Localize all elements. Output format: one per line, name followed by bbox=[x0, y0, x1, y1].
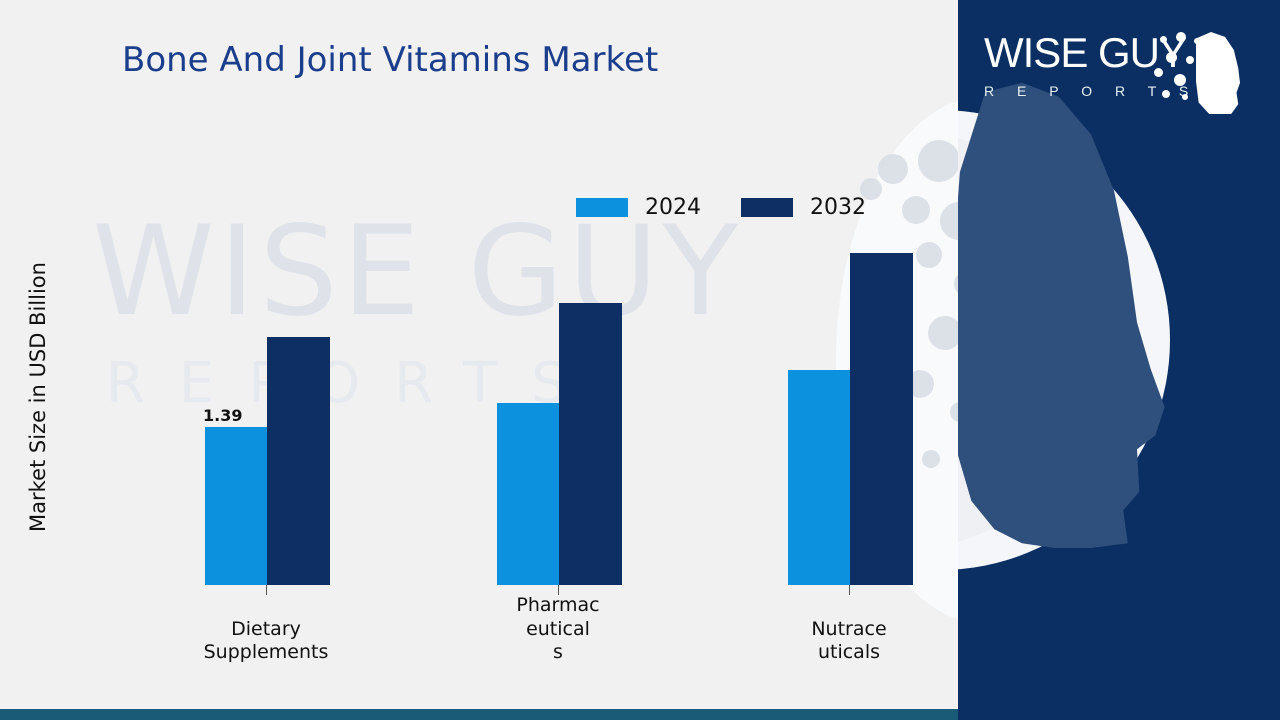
brand-panel bbox=[958, 0, 1280, 720]
wiseguy-logo: WISE GUY R E P O R T S bbox=[984, 29, 1240, 114]
bar-2032-dietary-supplements[interactable] bbox=[267, 337, 330, 585]
x-category-label-1-line-2: Supplements bbox=[203, 641, 329, 664]
x-tick-2 bbox=[558, 585, 559, 595]
bar-2032-pharmaceuticals[interactable] bbox=[559, 303, 622, 585]
legend-swatch-2024 bbox=[576, 198, 628, 217]
x-category-label-3-line-2: uticals bbox=[817, 641, 881, 664]
bar-2024-dietary-supplements[interactable] bbox=[205, 427, 267, 585]
x-tick-1 bbox=[266, 585, 267, 595]
legend-item-2024[interactable]: 2024 bbox=[576, 195, 701, 220]
legend-swatch-2032 bbox=[741, 198, 793, 217]
x-category-label-3-line-1: Nutrace bbox=[811, 617, 887, 640]
bar-value-label-dietary-2024: 1.39 bbox=[203, 406, 243, 425]
x-category-label-2-line-3: s bbox=[553, 641, 563, 664]
page-title: Bone And Joint Vitamins Market bbox=[122, 40, 659, 80]
chart-legend: 2024 2032 bbox=[576, 195, 866, 220]
x-category-label-1-line-1: Dietary bbox=[231, 617, 301, 640]
x-category-label-3: Nutrace uticals bbox=[754, 618, 944, 665]
logo-main-text: WISE GUY bbox=[984, 29, 1187, 76]
x-category-label-2-line-2: eutical bbox=[526, 617, 590, 640]
bar-2024-nutraceuticals[interactable] bbox=[788, 370, 850, 585]
bars-layer: 1.39 bbox=[203, 253, 913, 595]
legend-item-2032[interactable]: 2032 bbox=[741, 195, 866, 220]
x-tick-3 bbox=[849, 585, 850, 595]
plot-area: Market Size in USD Billion 1.39 Dietary … bbox=[26, 253, 944, 665]
x-category-label-1: Dietary Supplements bbox=[171, 618, 361, 665]
bar-2032-nutraceuticals[interactable] bbox=[850, 253, 913, 585]
x-category-label-2: Pharmac eutical s bbox=[463, 594, 653, 665]
legend-label-2024: 2024 bbox=[645, 195, 701, 220]
bar-2024-pharmaceuticals[interactable] bbox=[497, 403, 559, 585]
legend-label-2032: 2032 bbox=[810, 195, 866, 220]
bottom-accent-strip bbox=[0, 709, 958, 720]
x-category-label-2-line-1: Pharmac bbox=[516, 594, 600, 617]
logo-sub-text: R E P O R T S bbox=[984, 83, 1198, 99]
